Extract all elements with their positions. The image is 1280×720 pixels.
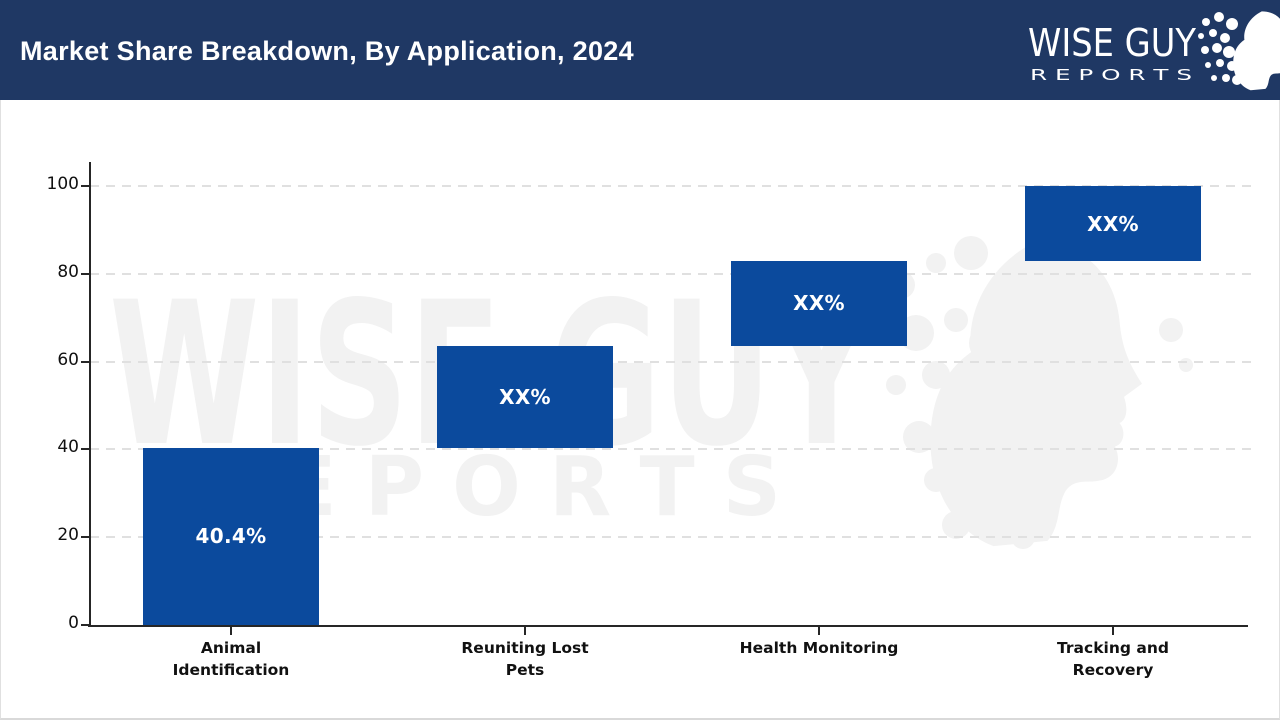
y-tick-mark-40 [81,448,90,451]
x-category-label-tracking-and-recovery: Tracking and Recovery [998,638,1228,681]
chart-area: WISE GUY R E P O R T S 0 20 40 60 80 100 40.4… [0,100,1280,720]
x-category-label-line: Pets [505,660,545,679]
watermark-face [886,236,1193,549]
y-tick-label-20: 20 [57,525,79,546]
x-category-label-line: Animal [200,639,262,657]
gridline-40 [90,448,1253,451]
bar-tracking-and-recovery: XX% [1025,186,1201,262]
y-axis [89,162,91,627]
x-category-label-line: Tracking and [1057,639,1169,657]
x-tick-mark-reuniting-lost-pets [524,626,526,635]
y-tick-label-60: 60 [57,349,79,370]
y-tick-label-40: 40 [57,437,79,458]
x-axis [88,625,1248,627]
y-tick-label-100: 100 [46,174,79,194]
brand-logo: WISE GUY R E P O R T S [1028,11,1280,91]
y-tick-mark-100 [81,185,90,187]
gridline-100 [90,185,1253,187]
gridline-60 [90,360,1253,363]
x-category-label-line: Identification [172,660,290,679]
bar-value-label: XX% [499,384,551,409]
bar-value-label: XX% [793,291,845,316]
gridline-80 [90,272,1253,275]
gridline-20 [90,536,1253,539]
x-category-label-animal-identification: Animal Identification [116,638,346,681]
bar-value-label: 40.4% [195,524,267,549]
bar-value-label: XX% [1087,211,1139,236]
y-tick-mark-0 [81,624,90,626]
bar-animal-identification: 40.4% [143,447,319,625]
bar-reuniting-lost-pets: XX% [437,345,613,448]
y-tick-mark-20 [81,536,90,539]
x-category-label-health-monitoring: Health Monitoring [704,638,934,660]
y-tick-label-80: 80 [57,261,79,282]
chart-title: Market Share Breakdown, By Application, … [20,36,634,66]
x-category-label-reuniting-lost-pets: Reuniting Lost Pets [410,638,640,681]
bar-health-monitoring: XX% [731,261,907,346]
logo-subtext: R E P O R T S [1030,66,1192,84]
x-category-label-line: Health Monitoring [739,639,899,657]
y-tick-mark-60 [81,360,90,363]
y-tick-mark-80 [81,272,90,275]
x-category-label-line: Reuniting Lost [461,639,589,657]
wiseguy-face-icon [1198,11,1280,91]
x-tick-mark-tracking-and-recovery [1112,626,1114,635]
y-tick-label-0: 0 [68,613,79,633]
logo-wordmark: WISE GUY [1028,21,1197,65]
x-tick-mark-health-monitoring [818,626,820,635]
x-category-label-line: Recovery [1072,660,1154,679]
header-bar: Market Share Breakdown, By Application, … [0,0,1280,100]
x-tick-mark-animal-identification [230,626,232,635]
